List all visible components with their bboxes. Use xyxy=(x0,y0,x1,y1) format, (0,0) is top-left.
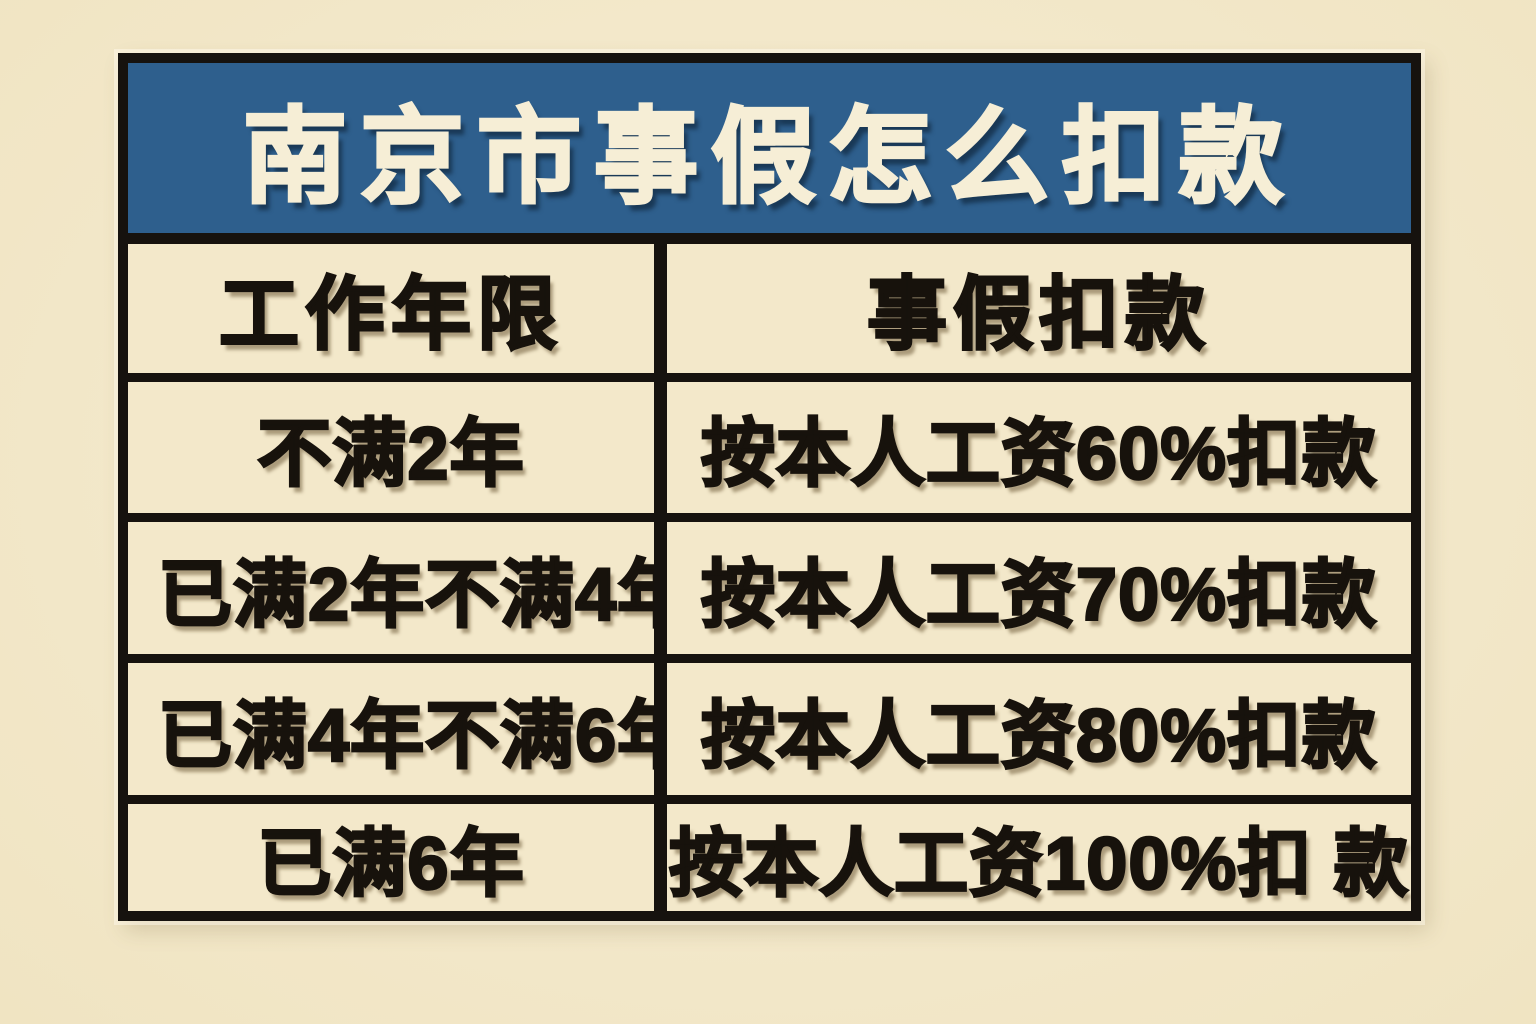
deduction-cell: 按本人工资70%扣款 xyxy=(700,552,1378,637)
leave-deduction-table: 南京市事假怎么扣款 工作年限 事假扣款 不满2年 按本人工资60%扣款 已满2年… xyxy=(118,53,1421,921)
header-cell-leave-deduction: 事假扣款 xyxy=(866,269,1211,360)
header-cell-work-years: 工作年限 xyxy=(128,243,667,373)
table-header-row: 工作年限 事假扣款 xyxy=(128,243,1411,382)
deduction-cell: 按本人工资60%扣款 xyxy=(700,411,1378,496)
table-row: 已满2年不满4年 按本人工资70%扣款 xyxy=(128,522,1411,664)
table-row: 不满2年 按本人工资60%扣款 xyxy=(128,381,1411,523)
years-cell: 已满6年 xyxy=(128,804,667,911)
table-row: 已满4年不满6年 按本人工资80%扣款 xyxy=(128,663,1411,804)
years-cell: 已满2年不满4年 xyxy=(128,522,667,655)
years-cell: 已满4年不满6年 xyxy=(128,663,667,795)
table-row: 已满6年 按本人工资100%扣 款 xyxy=(128,804,1411,911)
page-title: 南京市事假怎么扣款 xyxy=(241,99,1296,218)
deduction-cell: 按本人工资80%扣款 xyxy=(700,692,1378,777)
deduction-cell: 按本人工资100%扣 款 xyxy=(668,821,1409,907)
title-banner: 南京市事假怎么扣款 xyxy=(128,63,1411,244)
years-cell: 不满2年 xyxy=(128,381,667,514)
